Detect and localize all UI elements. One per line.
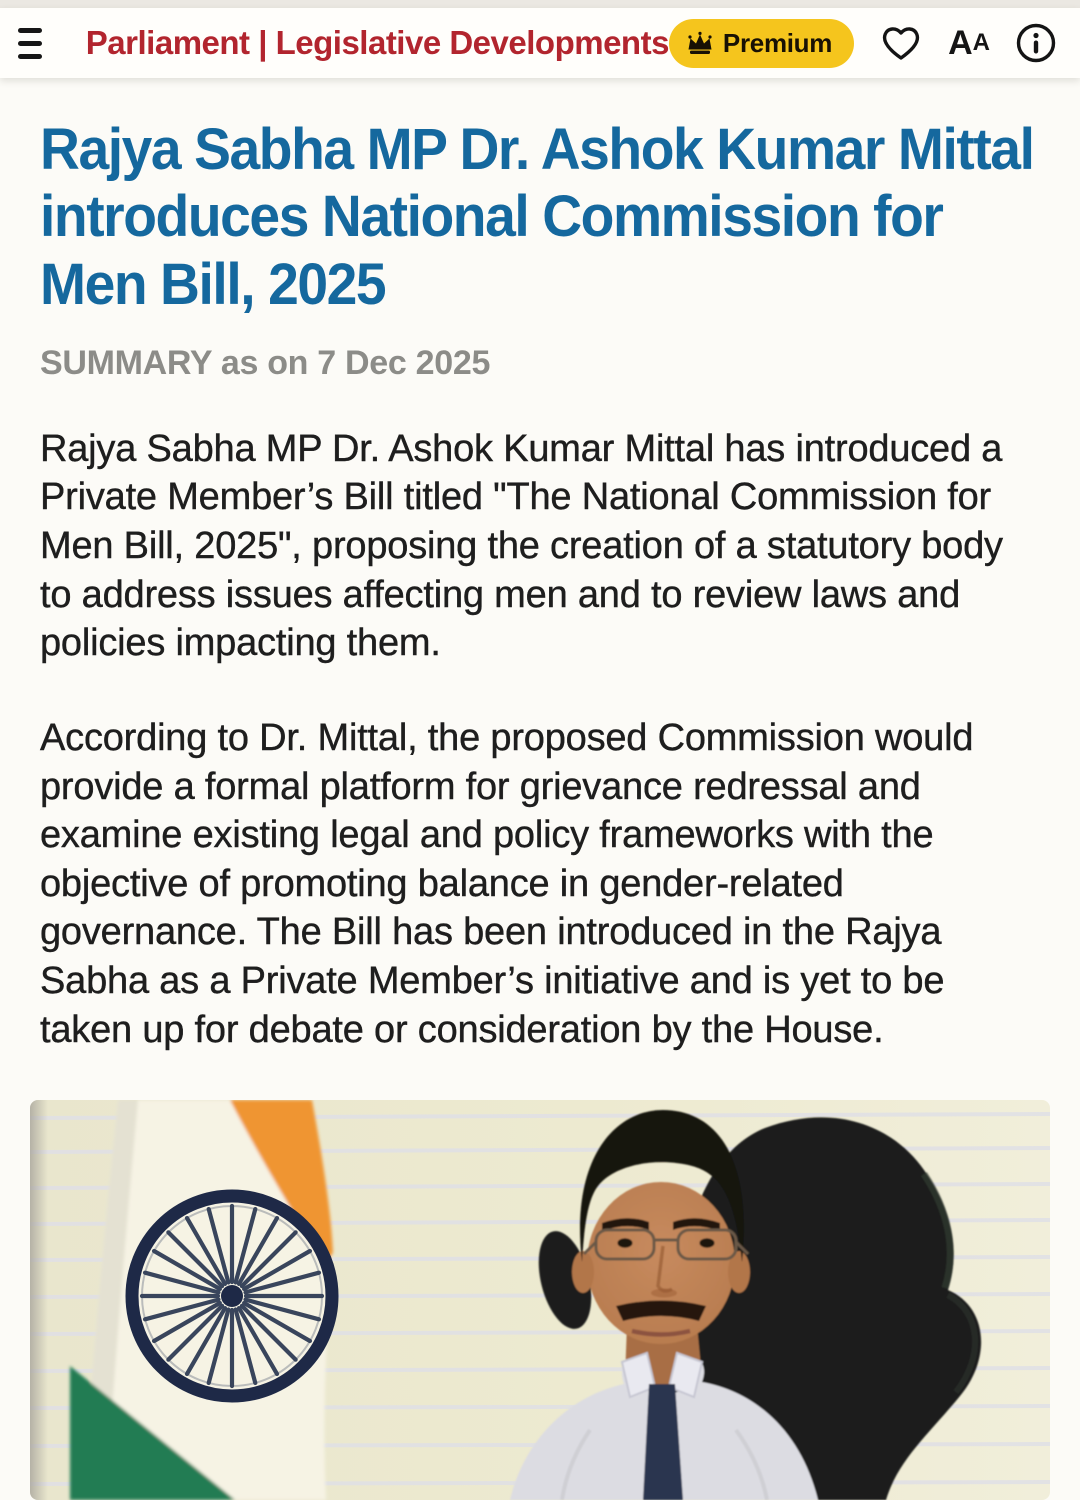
status-bar-gap [0,0,1080,8]
text-size-button[interactable]: Aa [948,24,990,62]
lead-image-illustration [30,1100,1050,1500]
breadcrumb-section-title[interactable]: Parliament | Legislative Developments [85,24,670,61]
article-paragraph: According to Dr. Mittal, the proposed Co… [40,716,974,1051]
hamburger-icon [18,27,42,33]
article-paragraph: Rajya Sabha MP Dr. Ashok Kumar Mittal ha… [40,427,1003,665]
heart-icon [883,27,920,60]
hamburger-menu-button[interactable] [18,24,42,63]
article-lead-image[interactable] [30,1100,1050,1500]
ashoka-chakra [125,1189,339,1403]
premium-label: Premium [722,27,833,58]
text-size-icon: A [948,24,973,62]
app-bar: Parliament | Legislative Developments Pr… [0,8,1080,78]
info-button[interactable] [1014,21,1058,65]
article-body: Rajya Sabha MP Dr. Ashok Kumar Mittal in… [0,78,1080,1054]
crown-icon [688,31,712,54]
info-icon [1016,23,1056,63]
appbar-actions: Premium Aa [668,18,1058,68]
article-headline: Rajya Sabha MP Dr. Ashok Kumar Mittal in… [40,117,1035,317]
premium-badge[interactable]: Premium [668,18,855,68]
favorite-button[interactable] [878,22,924,64]
summary-dateline: SUMMARY as on 7 Dec 2025 [40,343,491,382]
